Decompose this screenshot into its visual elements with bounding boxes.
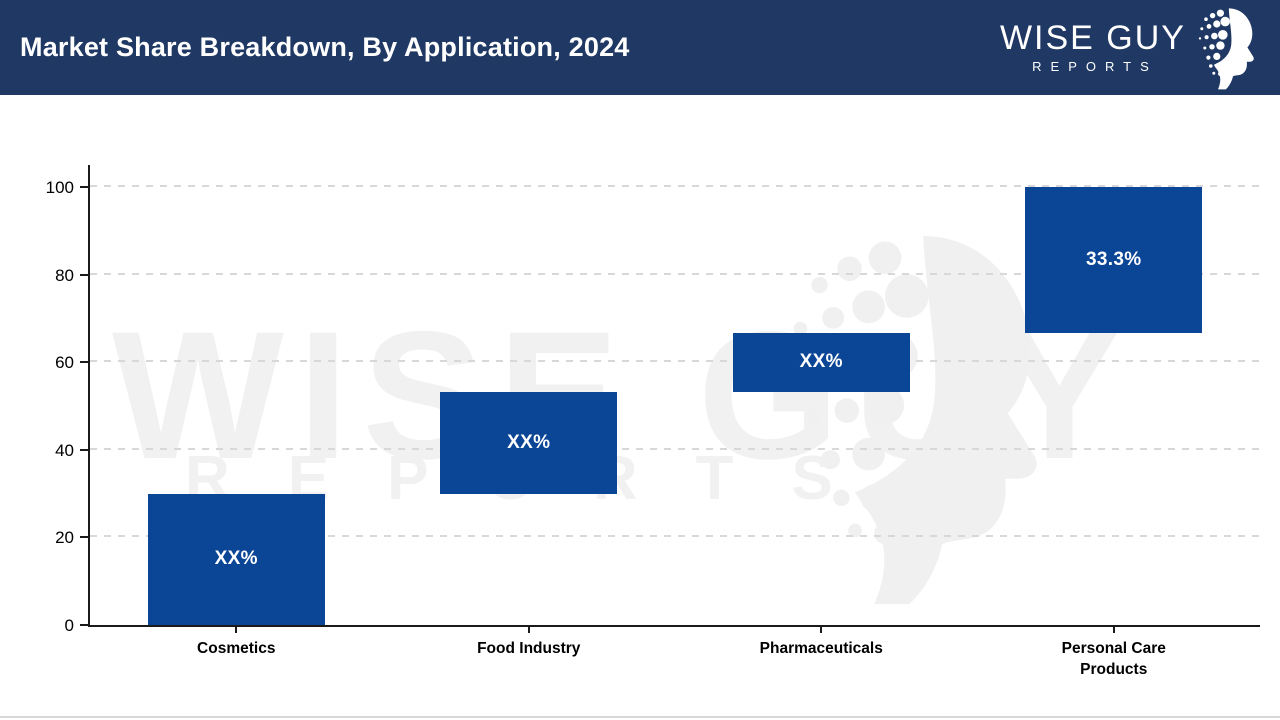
gridline-y100 xyxy=(90,184,1260,187)
header-bar: Market Share Breakdown, By Application, … xyxy=(0,0,1280,95)
dotted-head-icon xyxy=(1198,7,1254,89)
bar-food-industry: XX% xyxy=(440,391,618,494)
brand-logo: WISE GUY REPORTS xyxy=(1000,6,1266,90)
bar-cosmetics: XX% xyxy=(147,493,325,625)
brand-logo-name: WISE GUY xyxy=(999,19,1186,57)
page-title: Market Share Breakdown, By Application, … xyxy=(20,32,630,62)
gridline-y40 xyxy=(90,447,1260,450)
brand-logo-subtitle: REPORTS xyxy=(1032,59,1158,74)
chart-area: 0 20 40 60 80 100 XX% Cosmetics XX% Food Industry… xyxy=(0,95,1280,720)
bar-value-label: XX% xyxy=(214,548,258,570)
y-axis-tick-label: 60 xyxy=(55,353,74,373)
y-axis-tick-mark xyxy=(80,361,88,364)
bar-value-label: XX% xyxy=(507,431,551,453)
bar-personal-care-products: 33.3% xyxy=(1025,186,1203,333)
x-axis-category-label: Cosmetics xyxy=(197,640,276,657)
x-axis-tick-mark xyxy=(820,627,823,633)
gridline-y80 xyxy=(90,272,1260,275)
x-axis-tick-mark xyxy=(235,627,238,633)
y-axis-tick-mark xyxy=(80,536,88,539)
plot-area: 0 20 40 60 80 100 XX% Cosmetics XX% Food Industry… xyxy=(46,165,1260,678)
x-axis-tick-mark xyxy=(527,627,530,633)
y-axis-tick-label: 100 xyxy=(45,177,74,197)
y-axis-tick-label: 0 xyxy=(64,616,74,635)
y-axis-tick-mark xyxy=(80,448,88,451)
y-axis-tick-label: 40 xyxy=(55,440,74,460)
x-axis-tick-mark xyxy=(1112,627,1115,633)
y-axis-tick-label: 20 xyxy=(55,528,74,548)
y-axis-tick-mark xyxy=(80,624,88,626)
bar-pharmaceuticals: XX% xyxy=(732,332,910,392)
x-axis-category-label: Pharmaceuticals xyxy=(759,640,883,657)
gridline-y20 xyxy=(90,535,1260,538)
bottom-divider xyxy=(0,716,1280,718)
brand-logo-text: WISE GUY REPORTS xyxy=(1000,21,1186,74)
x-axis-category-label: Food Industry xyxy=(477,640,581,657)
y-axis-tick-mark xyxy=(80,185,88,188)
y-axis-tick-mark xyxy=(80,273,88,276)
y-axis-tick-label: 80 xyxy=(55,265,74,285)
x-axis-category-label: Personal Care Products xyxy=(1061,640,1166,678)
bar-value-label: XX% xyxy=(799,351,843,373)
gridline-y60 xyxy=(90,360,1260,363)
bar-value-label: 33.3% xyxy=(1086,248,1142,270)
